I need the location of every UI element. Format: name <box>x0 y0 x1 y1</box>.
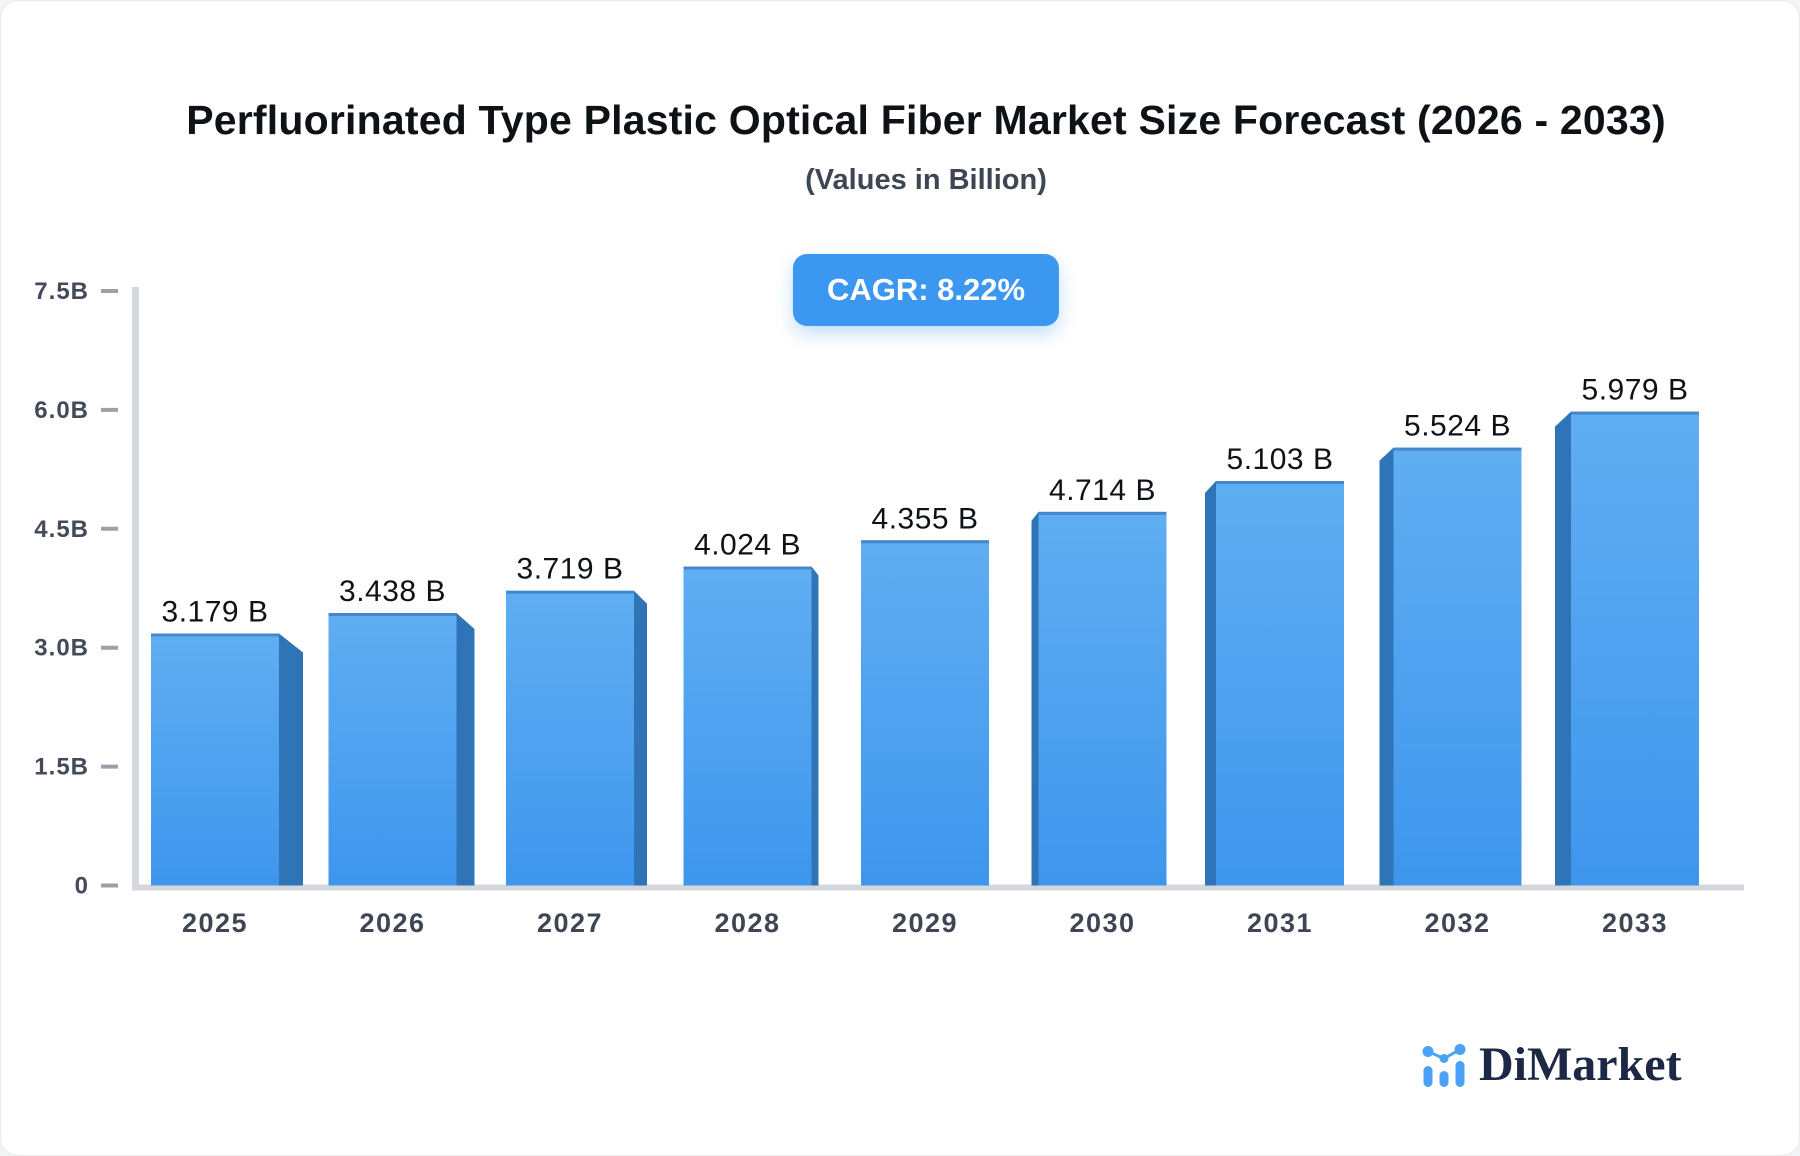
bar-side-2032 <box>1379 447 1394 886</box>
bar-side-2028 <box>811 566 819 886</box>
bar-side-2030 <box>1031 511 1039 886</box>
x-axis-label-2028: 2028 <box>714 908 780 938</box>
y-tick-label: 1.5B <box>34 754 89 781</box>
bar-value-label-2028: 4.024 B <box>694 529 801 562</box>
brand-logo: DiMarket <box>1422 1039 1682 1091</box>
bar-2032[interactable] <box>1393 447 1522 886</box>
bar-2033[interactable] <box>1571 411 1699 886</box>
bar-2028[interactable] <box>683 566 812 886</box>
cagr-badge: CAGR: 8.22% <box>792 254 1060 326</box>
bar-side-2031 <box>1205 481 1216 886</box>
bar-2027[interactable] <box>506 590 634 886</box>
bar-2029[interactable] <box>861 540 989 886</box>
x-axis-label-2025: 2025 <box>182 908 248 938</box>
bar-value-label-2030: 4.714 B <box>1049 474 1156 507</box>
bar-side-2033 <box>1555 411 1571 886</box>
bar-2026[interactable] <box>328 612 457 886</box>
bar-2030[interactable] <box>1038 511 1167 886</box>
x-axis-label-2030: 2030 <box>1069 908 1135 938</box>
bar-value-label-2033: 5.979 B <box>1582 374 1689 407</box>
x-axis-label-2031: 2031 <box>1247 908 1313 938</box>
bar-side-2025 <box>279 633 303 886</box>
bar-value-label-2025: 3.179 B <box>162 596 269 629</box>
bar-value-label-2026: 3.438 B <box>339 575 446 608</box>
x-axis-label-2029: 2029 <box>892 908 958 938</box>
x-axis-label-2026: 2026 <box>359 908 425 938</box>
bar-value-label-2029: 4.355 B <box>872 502 979 535</box>
page-subtitle: (Values in Billion) <box>805 164 1047 196</box>
y-tick-label: 0 <box>75 873 89 900</box>
brand-logo-text: DiMarket <box>1479 1038 1682 1091</box>
bar-side-2027 <box>634 590 647 886</box>
y-tick-label: 7.5B <box>34 278 89 305</box>
bar-side-2026 <box>456 612 475 886</box>
x-axis-label-2032: 2032 <box>1424 908 1490 938</box>
x-axis-label-2033: 2033 <box>1602 908 1668 938</box>
page-title: Perfluorinated Type Plastic Optical Fibe… <box>186 97 1666 143</box>
y-tick-label: 6.0B <box>34 397 89 424</box>
mini-bar-line-chart-icon <box>1422 1044 1466 1087</box>
bar-value-label-2031: 5.103 B <box>1227 443 1334 476</box>
y-tick-label: 4.5B <box>34 516 89 543</box>
bar-2025[interactable] <box>151 633 279 886</box>
bar-value-label-2027: 3.719 B <box>517 553 624 586</box>
bar-value-label-2032: 5.524 B <box>1404 410 1511 443</box>
x-axis-label-2027: 2027 <box>537 908 603 938</box>
y-tick-label: 3.0B <box>34 635 89 662</box>
bar-2031[interactable] <box>1216 481 1344 886</box>
